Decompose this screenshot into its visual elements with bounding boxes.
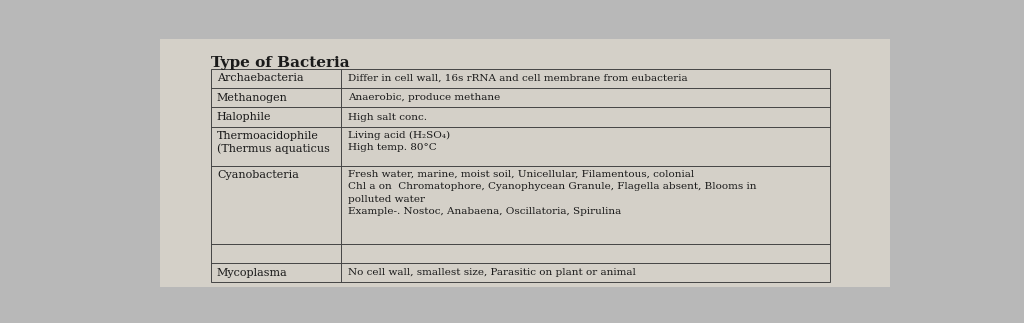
- Text: Mycoplasma: Mycoplasma: [217, 268, 288, 278]
- Text: High salt conc.: High salt conc.: [348, 113, 427, 122]
- Text: Halophile: Halophile: [217, 112, 271, 122]
- Text: Thermoacidophile
(Thermus aquaticus: Thermoacidophile (Thermus aquaticus: [217, 131, 330, 154]
- Text: Type of Bacteria: Type of Bacteria: [211, 56, 350, 70]
- Text: Differ in cell wall, 16s rRNA and cell membrane from eubacteria: Differ in cell wall, 16s rRNA and cell m…: [348, 74, 687, 83]
- Text: Cyanobacteria: Cyanobacteria: [217, 170, 299, 180]
- Text: No cell wall, smallest size, Parasitic on plant or animal: No cell wall, smallest size, Parasitic o…: [348, 268, 636, 277]
- Text: Fresh water, marine, moist soil, Unicellular, Filamentous, colonial
Chl a on  Ch: Fresh water, marine, moist soil, Unicell…: [348, 170, 756, 216]
- Text: Living acid (H₂SO₄)
High temp. 80°C: Living acid (H₂SO₄) High temp. 80°C: [348, 131, 450, 152]
- FancyBboxPatch shape: [211, 68, 830, 283]
- Text: Methanogen: Methanogen: [217, 93, 288, 103]
- Text: Anaerobic, produce methane: Anaerobic, produce methane: [348, 93, 500, 102]
- Text: Archaebacteria: Archaebacteria: [217, 73, 303, 83]
- FancyBboxPatch shape: [160, 39, 890, 287]
